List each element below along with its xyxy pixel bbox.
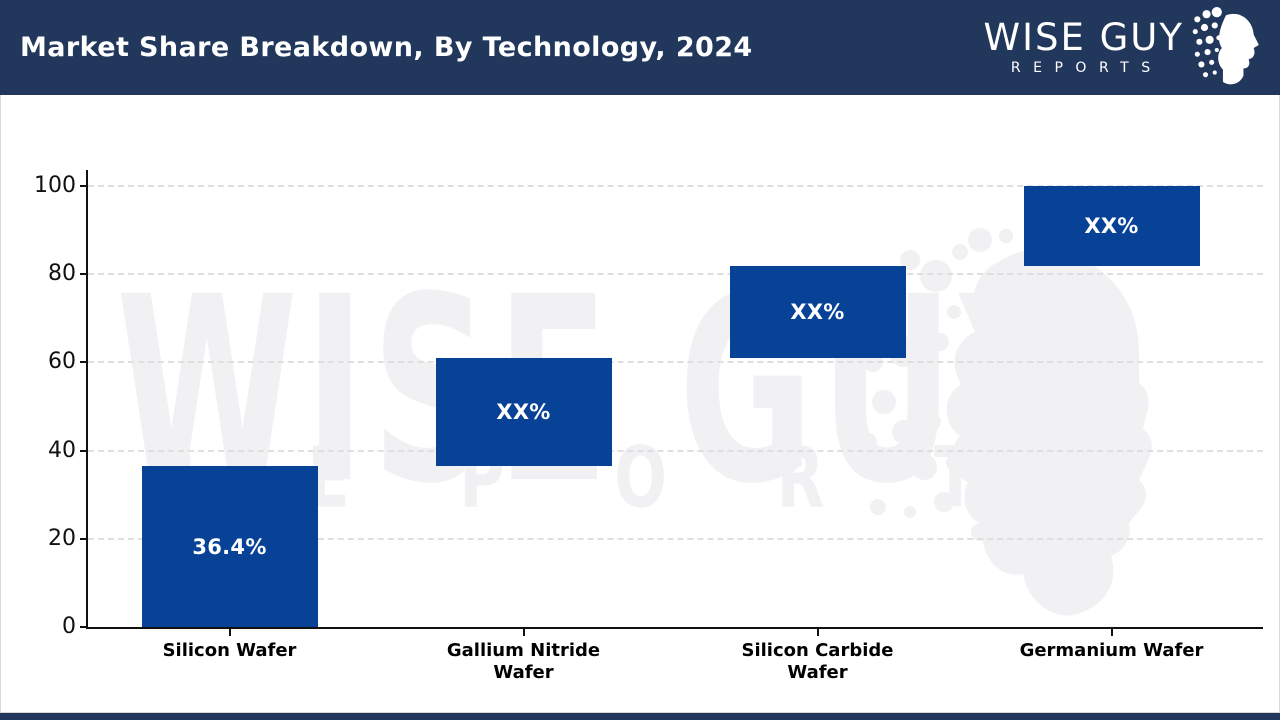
- x-axis-category-label-line: Wafer: [493, 661, 554, 683]
- brand-logo: WISE GUY REPORTS: [984, 6, 1262, 89]
- bar-segment: 36.4%: [141, 466, 318, 627]
- x-axis-line: [86, 627, 1263, 629]
- y-axis-tick-label: 20: [48, 525, 76, 551]
- x-axis-tick-mark: [522, 629, 525, 636]
- x-axis-tick-mark: [228, 629, 231, 636]
- y-axis-tick-mark: [80, 626, 88, 628]
- y-axis-line: [86, 170, 88, 629]
- bar-segment: XX%: [1023, 186, 1200, 267]
- gridline-20: [88, 537, 1263, 540]
- header-bar: Market Share Breakdown, By Technology, 2…: [0, 0, 1280, 95]
- brand-name-text: WISE GUY: [983, 16, 1184, 59]
- gridline-80: [88, 273, 1263, 276]
- brand-head-logo-icon: [1192, 6, 1259, 84]
- bar-value-label: XX%: [1084, 214, 1139, 239]
- footer-bar: [0, 713, 1280, 720]
- y-axis-tick-label: 0: [62, 614, 76, 639]
- bar-value-label: XX%: [790, 300, 845, 325]
- x-axis-category-label-line: Germanium Wafer: [1019, 640, 1204, 661]
- x-axis-category-label: Germanium Wafer: [1002, 640, 1222, 662]
- y-axis-tick-mark: [80, 537, 88, 540]
- bar-segment: XX%: [729, 266, 906, 358]
- x-axis-category-label-line: Gallium Nitride: [446, 640, 601, 661]
- y-axis-tick-mark: [80, 361, 88, 364]
- chart-title: Market Share Breakdown, By Technology, 2…: [20, 32, 753, 63]
- bar-segment: XX%: [435, 357, 612, 467]
- brand-sub-text: REPORTS: [1010, 60, 1163, 76]
- y-axis-tick-mark: [80, 449, 88, 452]
- x-axis-category-label-line: Wafer: [787, 661, 848, 683]
- x-axis-tick-mark: [1110, 629, 1113, 636]
- y-axis-tick-mark: [80, 185, 88, 187]
- x-axis-category-label-line: Silicon Carbide: [741, 640, 894, 661]
- gridline-100: [88, 185, 1263, 187]
- x-axis-category-label: Silicon Wafer: [120, 640, 340, 662]
- gridline-40: [88, 449, 1263, 452]
- y-axis-tick-label: 60: [48, 349, 76, 375]
- x-axis-category-label: Silicon Carbide Wafer: [708, 640, 928, 683]
- x-axis-category-label-line: Silicon Wafer: [162, 640, 297, 661]
- x-axis-category-label: Gallium Nitride Wafer: [414, 640, 634, 683]
- y-axis-tick-mark: [80, 273, 88, 276]
- brand-text-block: WISE GUY REPORTS: [984, 19, 1184, 76]
- y-axis-tick-label: 100: [34, 173, 76, 198]
- y-axis-tick-label: 40: [48, 437, 76, 463]
- bar-value-label: 36.4%: [192, 534, 267, 559]
- y-axis-tick-label: 80: [48, 261, 76, 287]
- gridline-60: [88, 361, 1263, 364]
- x-axis-tick-mark: [816, 629, 819, 636]
- bar-value-label: XX%: [496, 400, 551, 425]
